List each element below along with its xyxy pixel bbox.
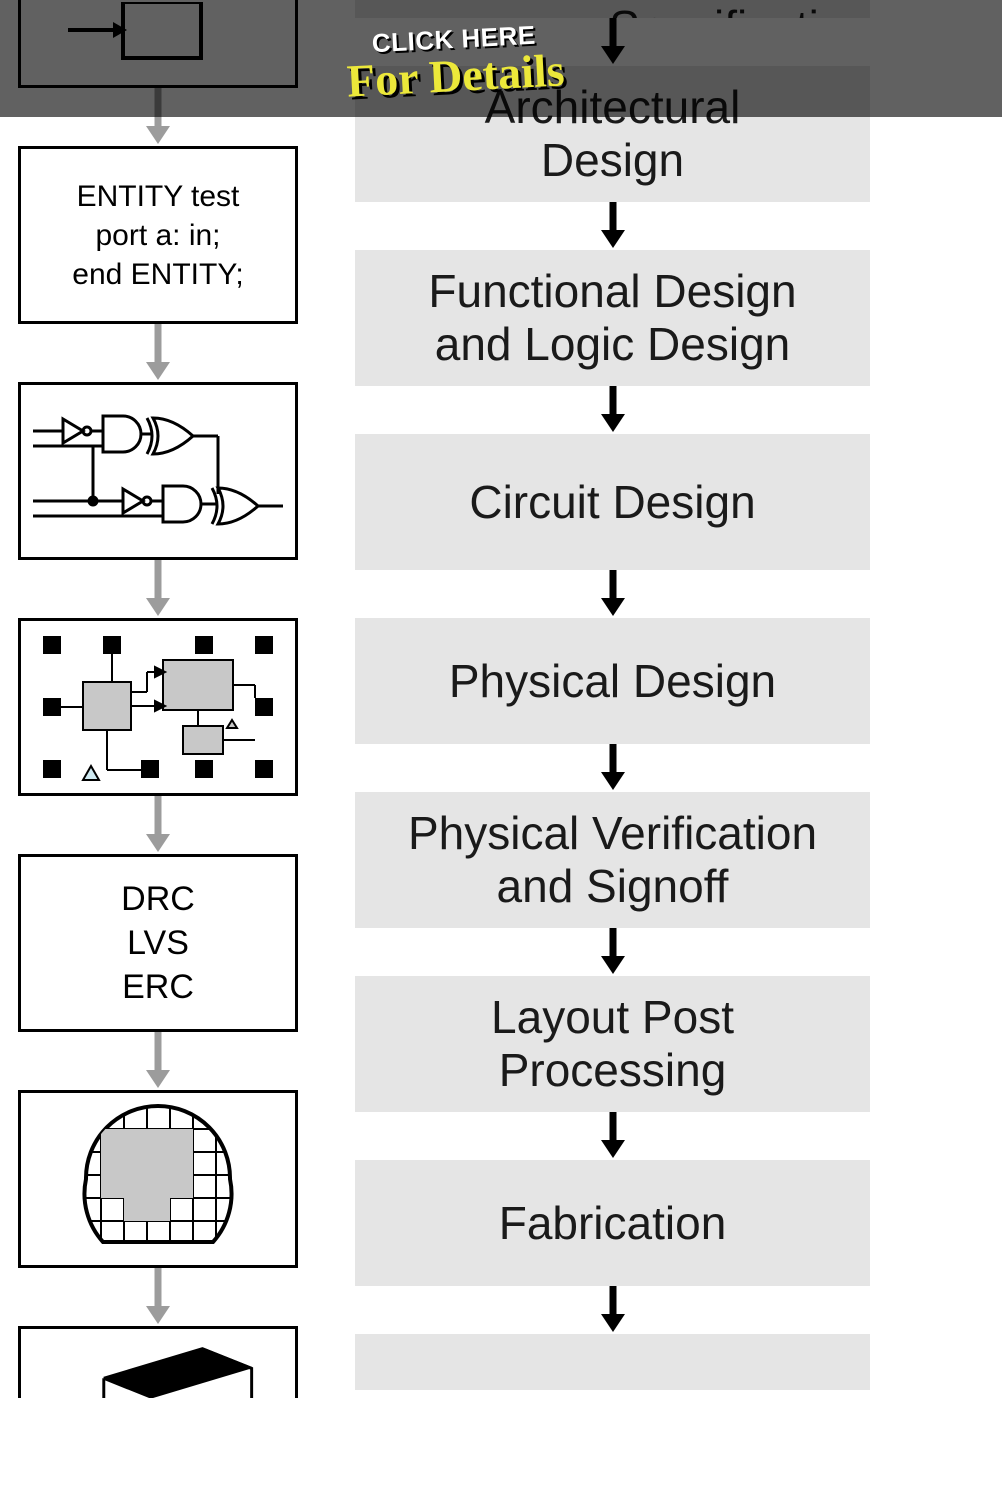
left-arrow [18, 324, 298, 382]
left-box-block-diagram [18, 0, 298, 88]
left-box-chip [18, 1326, 298, 1398]
wafer-icon [23, 1094, 293, 1264]
right-arrow [355, 744, 870, 792]
stage-label: Circuit Design [469, 476, 755, 529]
right-arrow [355, 1112, 870, 1160]
arrow-down-icon [598, 1112, 628, 1160]
right-arrow [355, 928, 870, 976]
left-arrow [18, 1268, 298, 1326]
right-box-architectural-design: Architectural Design [355, 66, 870, 202]
stage-label-line: Architectural [485, 81, 741, 134]
left-column: ENTITY test port a: in; end ENTITY; [18, 0, 298, 1398]
right-arrow [355, 1286, 870, 1334]
right-arrow [355, 386, 870, 434]
arrow-down-icon [598, 202, 628, 250]
right-arrow [355, 18, 870, 66]
arrow-down-icon [598, 928, 628, 976]
right-box-physical-design: Physical Design [355, 618, 870, 744]
verif-line: DRC [121, 877, 195, 921]
stage-label: Fabrication [499, 1197, 727, 1250]
arrow-down-icon [598, 386, 628, 434]
stage-label: Specification [609, 1, 870, 18]
verif-line: ERC [122, 965, 194, 1009]
verif-line: LVS [127, 921, 189, 965]
entity-line: ENTITY test [77, 177, 240, 216]
right-column: Specification Architectural Design Funct… [355, 0, 870, 1390]
arrow-down-icon [598, 1286, 628, 1334]
stage-label-line: and Logic Design [435, 318, 790, 371]
stage-label-line: Physical Verification [408, 807, 817, 860]
left-arrow [18, 1032, 298, 1090]
arrow-down-icon [143, 324, 173, 382]
stage-label-line: Processing [499, 1044, 727, 1097]
left-arrow [18, 560, 298, 618]
block-diagram-icon [28, 2, 288, 84]
stage-label: Physical Design [449, 655, 776, 708]
arrow-down-icon [143, 560, 173, 618]
left-arrow [18, 88, 298, 146]
logic-gates-icon [23, 386, 293, 556]
chip-icon [23, 1329, 293, 1398]
right-box-layout-post-processing: Layout Post Processing [355, 976, 870, 1112]
left-arrow [18, 796, 298, 854]
left-box-layout [18, 618, 298, 796]
layout-icon [23, 622, 293, 792]
stage-label-line: Layout Post [491, 991, 734, 1044]
right-box-partial-bottom [355, 1334, 870, 1390]
arrow-down-icon [143, 1268, 173, 1326]
right-box-fabrication: Fabrication [355, 1160, 870, 1286]
arrow-down-icon [598, 744, 628, 792]
arrow-down-icon [598, 18, 628, 66]
entity-line: port a: in; [95, 216, 220, 255]
left-box-wafer [18, 1090, 298, 1268]
right-box-circuit-design: Circuit Design [355, 434, 870, 570]
entity-line: end ENTITY; [72, 255, 243, 294]
stage-label-line: Design [541, 134, 684, 187]
right-box-specification: Specification [355, 0, 870, 18]
left-box-entity-code: ENTITY test port a: in; end ENTITY; [18, 146, 298, 324]
left-box-verification: DRC LVS ERC [18, 854, 298, 1032]
right-arrow [355, 202, 870, 250]
right-box-physical-verification: Physical Verification and Signoff [355, 792, 870, 928]
right-arrow [355, 570, 870, 618]
stage-label-line: and Signoff [497, 860, 729, 913]
arrow-down-icon [143, 88, 173, 146]
stage-label-line: Functional Design [428, 265, 796, 318]
arrow-down-icon [143, 796, 173, 854]
arrow-down-icon [598, 570, 628, 618]
arrow-down-icon [143, 1032, 173, 1090]
left-box-logic-gates [18, 382, 298, 560]
right-box-functional-logic-design: Functional Design and Logic Design [355, 250, 870, 386]
